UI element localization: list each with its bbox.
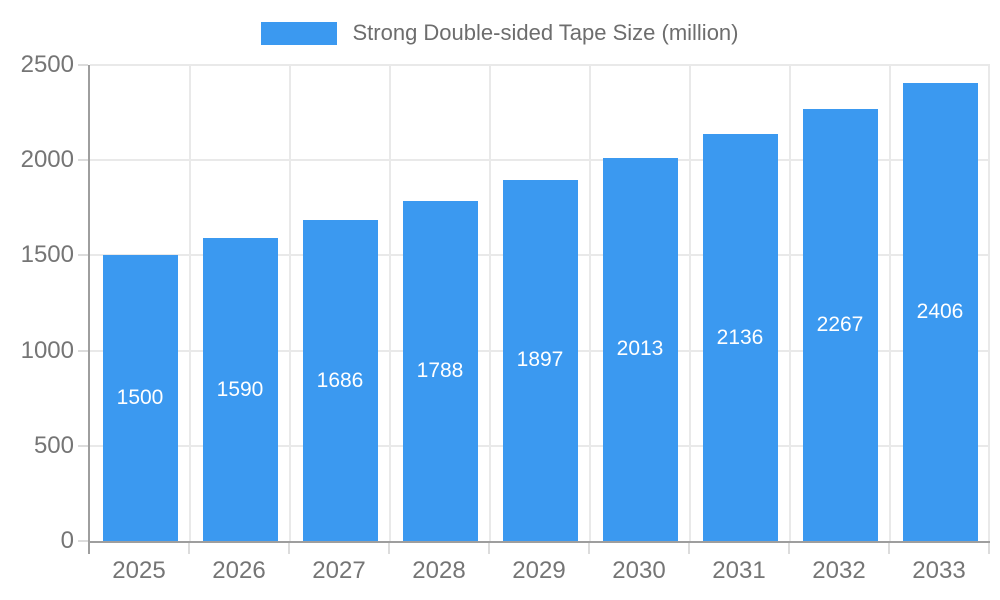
bar-value-label: 1788 [416, 358, 464, 382]
x-tick-mark [888, 543, 890, 554]
x-axis: 2025 2026 2027 2028 2029 2030 2031 2032 2033 [89, 556, 989, 590]
bar-2029: 1897 [502, 179, 578, 541]
x-tick-label: 2029 [512, 557, 566, 584]
v-gridline [988, 65, 990, 541]
bar-2025: 1500 [102, 255, 178, 541]
bar-2033: 2406 [902, 82, 978, 541]
y-tick-label: 2500 [20, 51, 74, 78]
legend-label: Strong Double-sided Tape Size (million) [352, 20, 739, 45]
x-tick-label: 2030 [612, 557, 666, 584]
bar-2031: 2136 [702, 134, 778, 541]
y-tick-label: 500 [33, 431, 74, 459]
v-gridline [789, 65, 791, 541]
y-tick-mark [78, 159, 88, 162]
x-tick-mark [388, 543, 390, 554]
y-tick-label: 1000 [20, 336, 74, 364]
x-tick-mark [488, 543, 490, 554]
h-gridline [90, 159, 990, 162]
bar-value-label: 1897 [516, 348, 564, 372]
bar-value-label: 2406 [916, 299, 964, 323]
x-tick-mark [588, 543, 590, 554]
x-tick-mark [688, 543, 690, 554]
x-tick-mark [88, 543, 90, 554]
x-tick-label: 2027 [312, 557, 366, 584]
bar-2027: 1686 [302, 220, 378, 541]
x-tick-label: 2033 [912, 557, 966, 584]
y-tick-label: 0 [60, 527, 74, 554]
x-tick-label: 2032 [812, 557, 866, 584]
y-tick-label: 2000 [20, 146, 74, 174]
v-gridline [489, 65, 491, 541]
y-axis: 0 500 1000 1500 2000 2500 [0, 53, 88, 553]
h-gridline [90, 64, 990, 66]
y-tick-mark [78, 444, 88, 447]
plot-area: 1500 1590 1686 1788 1897 2013 2136 2267 2406 [88, 64, 990, 543]
x-tick-mark [988, 543, 990, 554]
v-gridline [889, 65, 891, 541]
v-gridline [389, 65, 391, 541]
x-tick-mark [288, 543, 290, 554]
x-tick-mark [188, 543, 190, 554]
bar-2028: 1788 [402, 200, 478, 541]
v-gridline [689, 65, 691, 541]
legend-swatch-icon [261, 21, 338, 45]
y-tick-mark [78, 349, 88, 352]
v-gridline [289, 65, 291, 541]
x-tick-label: 2025 [112, 557, 166, 584]
bar-value-label: 1500 [116, 386, 164, 410]
bar-2026: 1590 [202, 238, 278, 541]
bar-2032: 2267 [802, 109, 878, 541]
bar-value-label: 1686 [316, 368, 364, 392]
bar-value-label: 1590 [216, 377, 264, 401]
bar-value-label: 2013 [616, 337, 664, 361]
y-tick-label: 1500 [20, 241, 74, 269]
v-gridline [589, 65, 591, 541]
x-tick-label: 2026 [212, 557, 266, 584]
y-tick-mark [78, 64, 88, 66]
bar-2030: 2013 [602, 157, 678, 541]
bar-value-label: 2136 [716, 325, 764, 349]
chart-legend[interactable]: Strong Double-sided Tape Size (million) [0, 18, 1000, 48]
y-tick-mark [78, 254, 88, 257]
y-tick-mark [78, 540, 88, 542]
x-tick-label: 2028 [412, 557, 466, 584]
x-tick-mark [788, 543, 790, 554]
bar-value-label: 2267 [816, 313, 864, 337]
v-gridline [189, 65, 191, 541]
x-tick-label: 2031 [712, 557, 766, 584]
